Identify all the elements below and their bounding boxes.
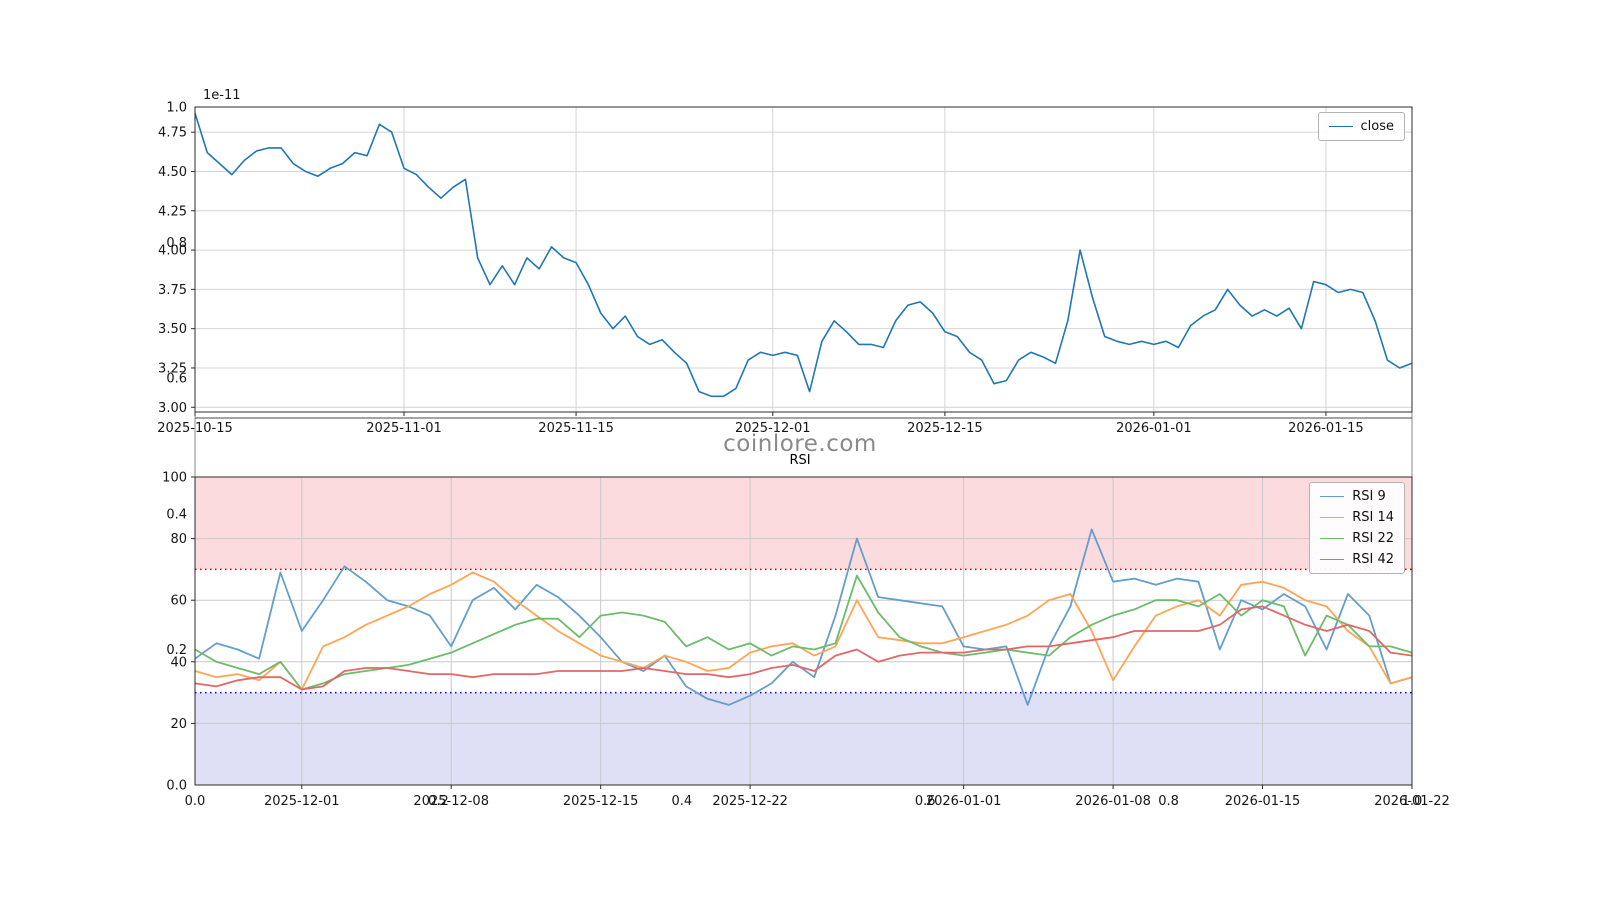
rsi-ytick-label: 60 [170, 594, 187, 609]
legend-label: RSI 9 [1352, 489, 1386, 504]
price-axis-offset-label: 1e-11 [203, 88, 241, 103]
rsi-xtick-label: 2026-01-01 [926, 794, 1002, 809]
rsi-ytick-label: 20 [170, 717, 187, 732]
phantom-xtick-label: 0.6 [915, 794, 936, 809]
rsi-axes-frame [194, 476, 1413, 786]
price-ytick-label: 3.50 [158, 322, 187, 337]
price-ytick-label: 4.00 [158, 244, 187, 259]
rsi-xtick-label: 2026-01-15 [1225, 794, 1301, 809]
legend-line-swatch [1320, 538, 1345, 539]
legend-item-rsi-22: RSI 22 [1320, 531, 1394, 546]
phantom-ytick-label: 1.0 [166, 101, 187, 116]
legend-label: RSI 14 [1352, 510, 1394, 525]
rsi-chart-title: RSI [789, 453, 811, 468]
overbought-band [195, 477, 1412, 570]
price-xtick-label: 2025-12-15 [907, 421, 983, 436]
legend-line-swatch [1320, 496, 1345, 497]
rsi-xtick-label: 2025-12-08 [413, 794, 489, 809]
price-ytick-label: 4.50 [158, 165, 187, 180]
legend-label: close [1360, 119, 1394, 134]
price-xtick-label: 2025-11-15 [538, 421, 614, 436]
phantom-ytick-label: 0.4 [166, 507, 187, 522]
rsi-line-rsi-14 [194, 571, 1413, 691]
phantom-ytick-label: 0.8 [166, 236, 187, 251]
price-xtick-label: 2025-10-15 [157, 421, 233, 436]
legend-line-swatch [1320, 517, 1345, 518]
phantom-ytick-label: 0.6 [166, 372, 187, 387]
price-xtick-label: 2026-01-15 [1288, 421, 1364, 436]
phantom-ytick-label: 0.2 [166, 643, 187, 658]
legend-item-close: close [1328, 119, 1394, 134]
phantom-xtick-label: 0.2 [428, 794, 449, 809]
rsi-ytick-label: 80 [170, 532, 187, 547]
legend-item-rsi-42: RSI 42 [1320, 552, 1394, 567]
price-xtick-label: 2025-11-01 [366, 421, 442, 436]
phantom-xtick-label: 1.0 [1402, 794, 1423, 809]
rsi-ytick-label: 40 [170, 655, 187, 670]
price-ytick-label: 4.25 [158, 204, 187, 219]
legend-item-rsi-14: RSI 14 [1320, 510, 1394, 525]
oversold-band [195, 692, 1412, 785]
legend-item-rsi-9: RSI 9 [1320, 489, 1394, 504]
rsi-line-rsi-22 [194, 574, 1413, 691]
legend-line-swatch [1328, 126, 1353, 127]
rsi-xtick-label: 2025-12-22 [712, 794, 788, 809]
rsi-xtick-label: 2025-12-01 [264, 794, 340, 809]
price-ytick-label: 4.75 [158, 126, 187, 141]
phantom-xtick-label: 0.4 [671, 794, 692, 809]
price-legend: close [1317, 112, 1405, 141]
price-line-close [194, 113, 1413, 398]
rsi-legend: RSI 9 RSI 14 RSI 22 RSI 42 [1309, 482, 1405, 574]
phantom-xtick-label: 0.8 [1158, 794, 1179, 809]
watermark: coinlore.com [723, 431, 877, 457]
rsi-xtick-label: 2025-12-15 [563, 794, 639, 809]
price-ytick-label: 3.75 [158, 283, 187, 298]
legend-label: RSI 42 [1352, 552, 1394, 567]
price-ytick-label: 3.00 [158, 401, 187, 416]
legend-line-swatch [1320, 559, 1345, 560]
phantom-ytick-label: 0.0 [166, 779, 187, 794]
price-xtick-label: 2025-12-01 [735, 421, 811, 436]
price-xtick-label: 2026-01-01 [1116, 421, 1192, 436]
rsi-line-rsi-42 [194, 605, 1413, 691]
rsi-ytick-label: 100 [162, 471, 187, 486]
rsi-xtick-label: 2026-01-22 [1374, 794, 1450, 809]
legend-label: RSI 22 [1352, 531, 1394, 546]
price-axes-frame [194, 106, 1413, 413]
rsi-line-rsi-9 [194, 528, 1413, 706]
rsi-xtick-label: 2026-01-08 [1075, 794, 1151, 809]
price-ytick-label: 3.25 [158, 361, 187, 376]
phantom-xtick-label: 0.0 [185, 794, 206, 809]
